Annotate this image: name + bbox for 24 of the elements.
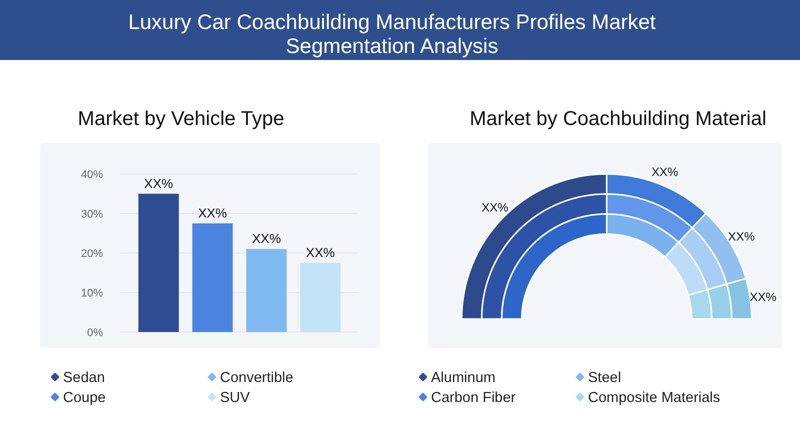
chart-subtitle: Market by Coachbuilding Material [470, 108, 766, 130]
data-label: XX% [306, 244, 336, 260]
data-label: XX% [750, 290, 777, 304]
chart-subtitle: Market by Vehicle Type [78, 108, 284, 130]
legend-label: Convertible [220, 370, 294, 386]
y-tick-label: 30% [80, 208, 104, 220]
data-label: XX% [652, 165, 679, 180]
legend-label: Composite Materials [588, 390, 720, 406]
data-label: XX% [728, 229, 756, 244]
data-label: XX% [198, 205, 228, 220]
data-label: XX% [144, 176, 174, 191]
data-label: XX% [252, 231, 282, 246]
y-tick-label: 10% [80, 288, 104, 300]
legend-label: Aluminum [431, 370, 496, 386]
legend-label: Sedan [63, 370, 105, 386]
data-label: XX% [482, 200, 509, 214]
legend-label: Carbon Fiber [431, 390, 516, 406]
y-tick-label: 40% [80, 169, 104, 181]
legend-label: Coupe [63, 390, 106, 406]
legend-label: Steel [588, 370, 622, 386]
y-tick-label: 20% [80, 248, 104, 260]
legend-label: SUV [220, 390, 250, 406]
y-tick-label: 0% [87, 327, 104, 339]
chart-title: Luxury Car Coachbuilding Manufacturers Profiles Market Segmentation Analysis [128, 11, 656, 58]
